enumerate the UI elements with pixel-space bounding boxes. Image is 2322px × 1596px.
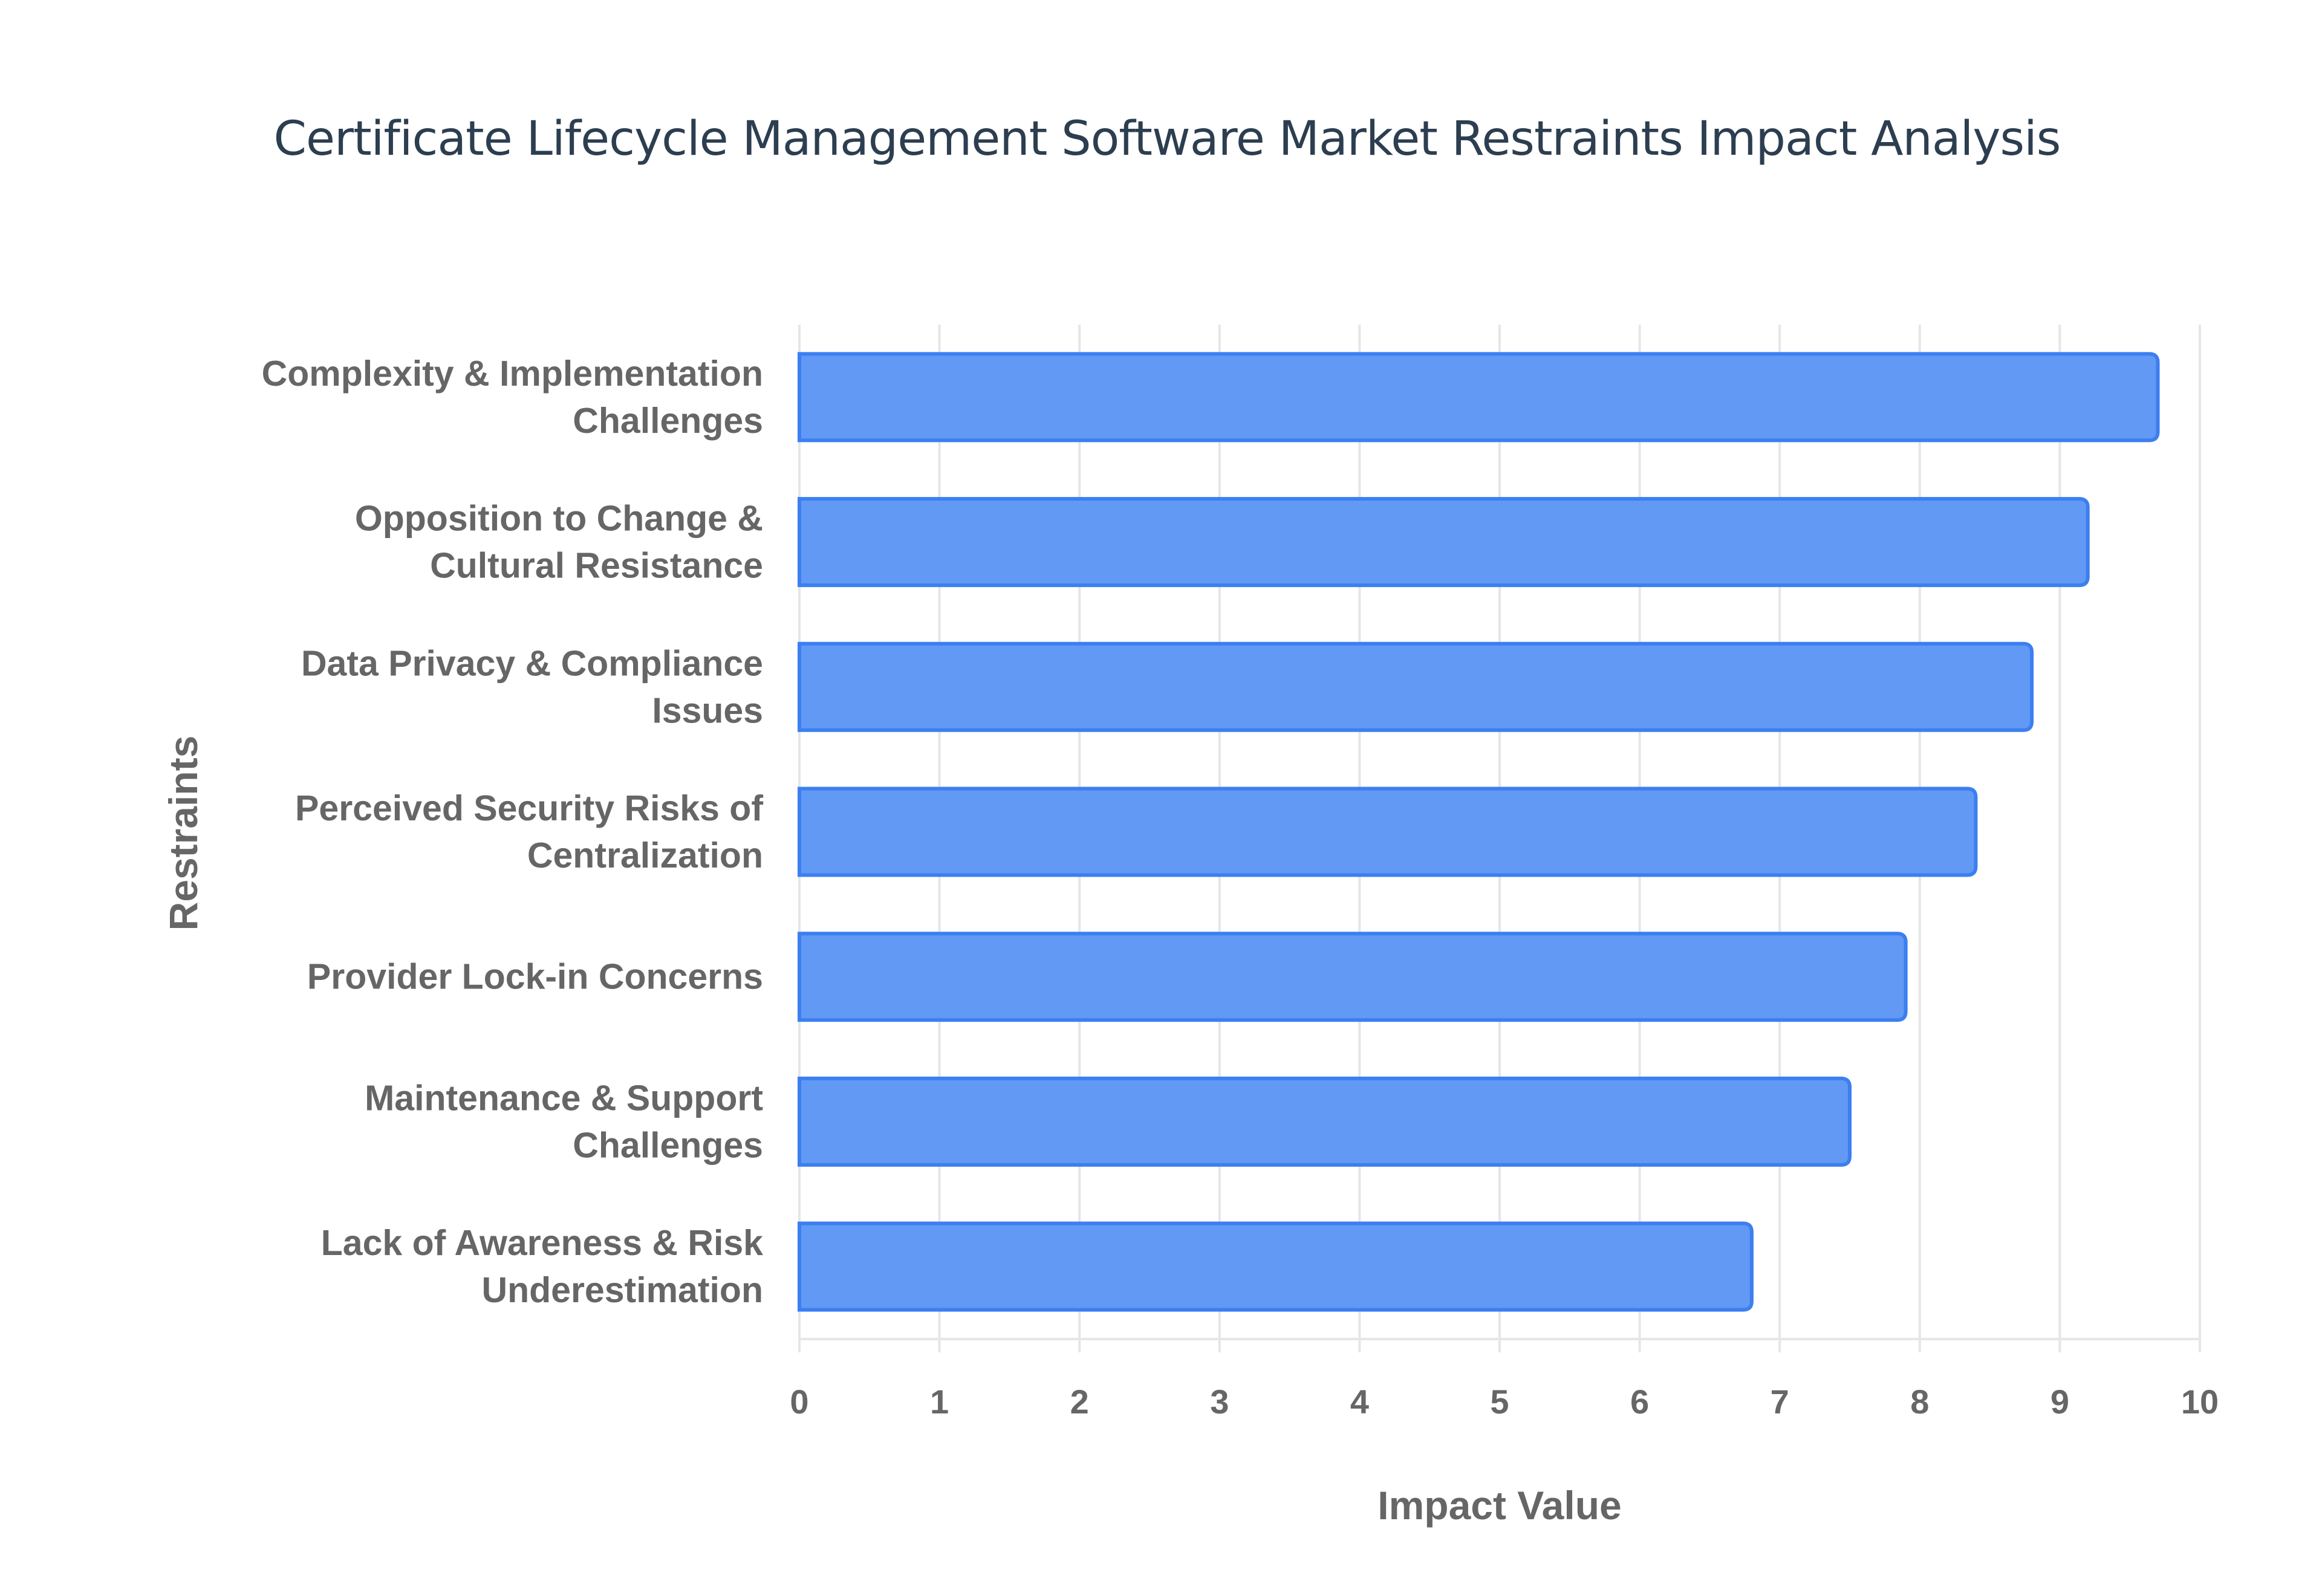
y-tick-label: Cultural Resistance bbox=[430, 546, 763, 586]
y-tick-label: Maintenance & Support bbox=[365, 1078, 763, 1118]
bar bbox=[798, 787, 1978, 877]
bar bbox=[798, 932, 1908, 1022]
x-tick-label: 3 bbox=[1210, 1383, 1229, 1421]
y-tick-label: Opposition to Change & bbox=[355, 499, 763, 539]
x-tick-label: 5 bbox=[1490, 1383, 1509, 1421]
y-tick-label: Challenges bbox=[573, 401, 763, 441]
y-tick-label: Lack of Awareness & Risk bbox=[321, 1223, 763, 1263]
x-tick-label: 0 bbox=[790, 1383, 808, 1421]
x-tick-label: 1 bbox=[930, 1383, 949, 1421]
bar bbox=[798, 641, 2034, 732]
x-tick-label: 4 bbox=[1350, 1383, 1369, 1421]
bar bbox=[798, 497, 2090, 588]
bar bbox=[798, 1221, 1754, 1312]
chart-title: Certificate Lifecycle Management Softwar… bbox=[273, 112, 2061, 166]
y-tick-label: Issues bbox=[652, 690, 763, 730]
y-tick-label: Data Privacy & Compliance bbox=[301, 643, 763, 683]
x-tick-label: 8 bbox=[1910, 1383, 1929, 1421]
bar bbox=[798, 352, 2160, 443]
y-axis-title: Restraints bbox=[161, 736, 206, 931]
x-tick-label: 6 bbox=[1630, 1383, 1649, 1421]
x-tick-label: 10 bbox=[2181, 1383, 2219, 1421]
x-axis-title: Impact Value bbox=[1377, 1483, 1622, 1528]
x-tick-label: 2 bbox=[1070, 1383, 1089, 1421]
y-tick-label: Centralization bbox=[527, 835, 763, 875]
y-tick-label: Provider Lock-in Concerns bbox=[307, 957, 763, 997]
x-tick-label: 7 bbox=[1771, 1383, 1789, 1421]
x-tick-label: 9 bbox=[2050, 1383, 2069, 1421]
y-tick-label: Challenges bbox=[573, 1125, 763, 1165]
bar bbox=[798, 1076, 1852, 1167]
y-tick-label: Underestimation bbox=[481, 1270, 763, 1310]
y-tick-label: Perceived Security Risks of bbox=[295, 788, 763, 828]
y-tick-label: Complexity & Implementation bbox=[262, 354, 763, 394]
